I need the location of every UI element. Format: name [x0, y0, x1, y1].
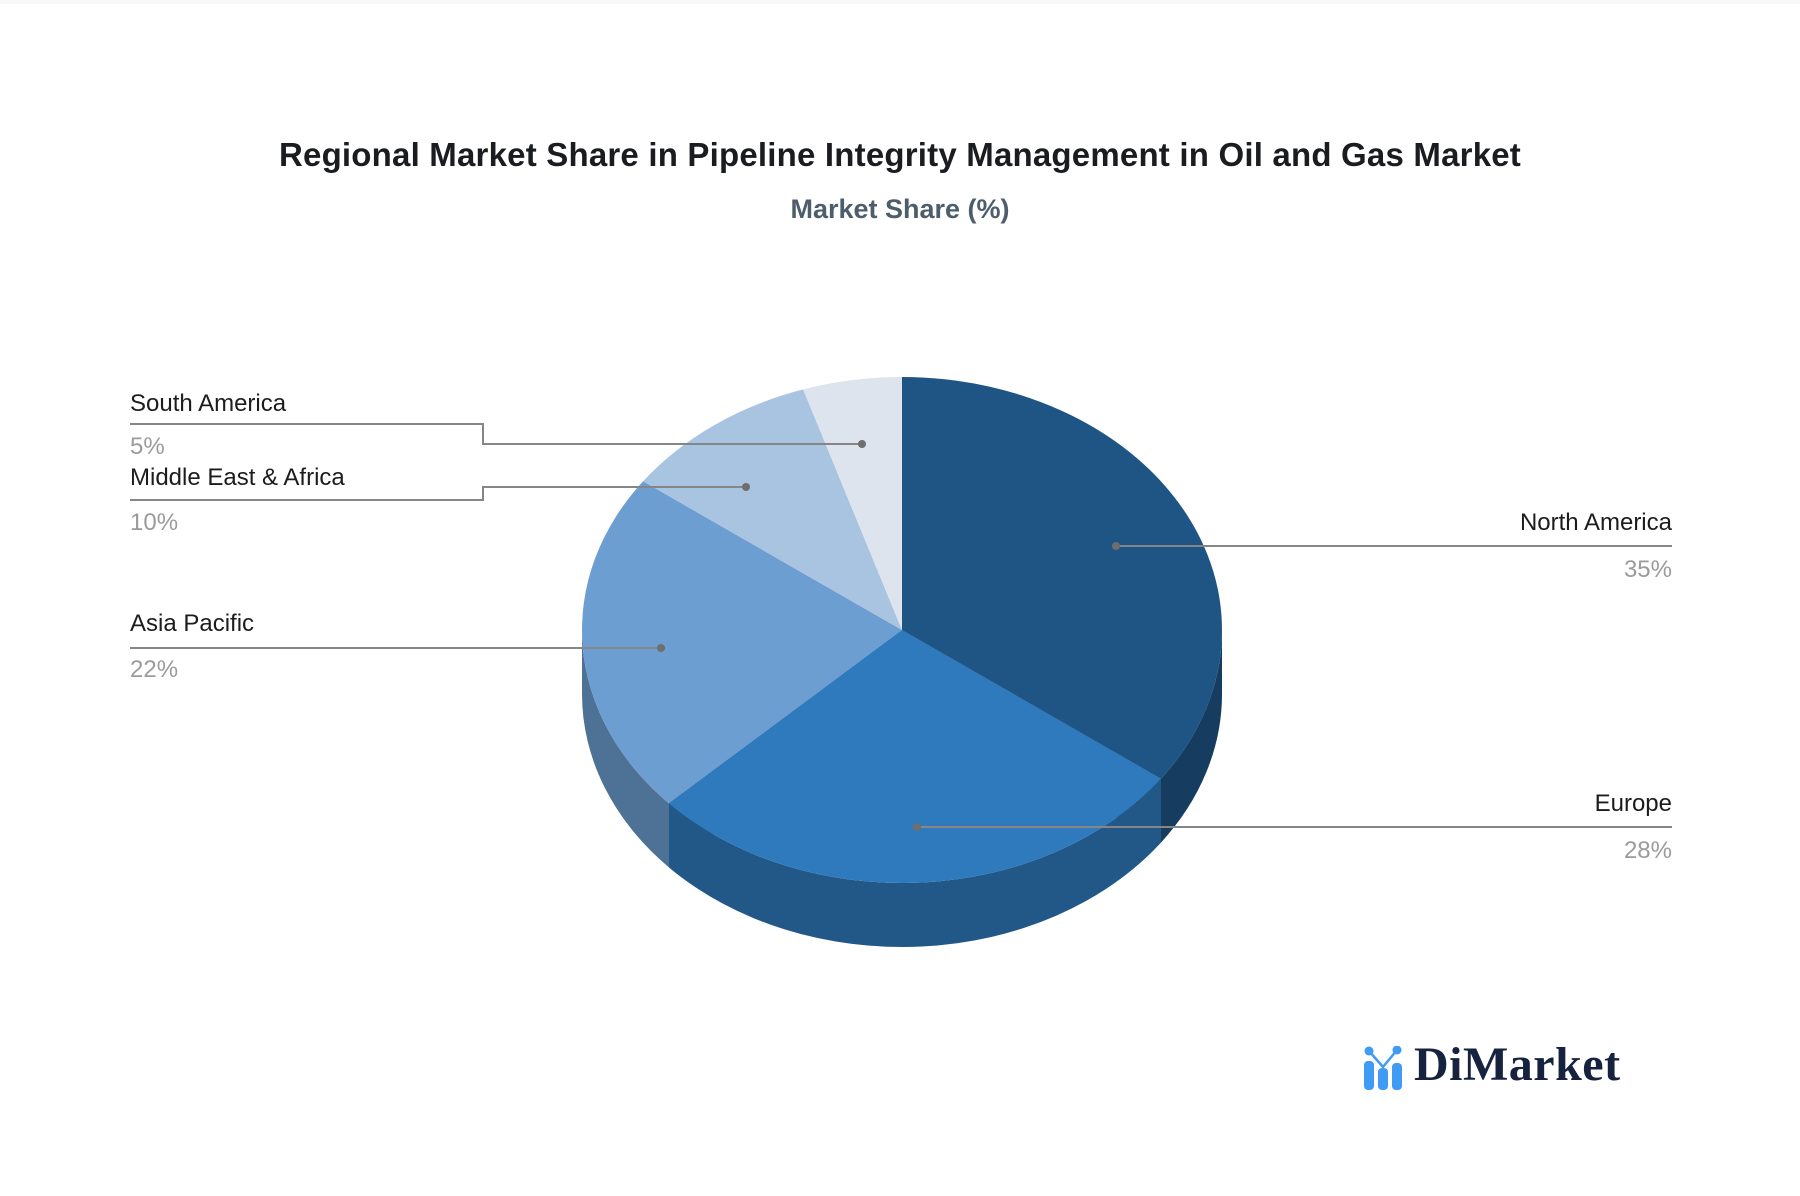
- callout-label-europe: Europe: [1594, 790, 1672, 817]
- leader-line-south-america: [130, 423, 862, 445]
- leader-line-middle-east-africa: [130, 486, 746, 501]
- chart-subtitle: Market Share (%): [790, 194, 1010, 224]
- callout-label-south-america: South America: [130, 390, 287, 417]
- dimarket-logo[interactable]: DiMarket: [1362, 1040, 1621, 1090]
- callout-label-asia-pacific: Asia Pacific: [130, 610, 255, 637]
- callout-label-north-america: North America: [1519, 509, 1672, 536]
- callout-pct-north-america: 35%: [1623, 556, 1672, 583]
- callout-pct-middle-east-africa: 10%: [130, 509, 179, 536]
- leader-dot-south-america: [858, 440, 866, 448]
- leader-dot-north-america: [1112, 542, 1120, 550]
- leader-dot-europe: [913, 823, 921, 831]
- top-strip: [0, 0, 1800, 4]
- callout-pct-europe: 28%: [1623, 837, 1672, 864]
- callout-pct-south-america: 5%: [130, 433, 165, 460]
- pie-slice-europe-side: [668, 778, 1161, 947]
- pie-slice-north-america-side: [1160, 630, 1222, 843]
- chart-title: Regional Market Share in Pipeline Integr…: [278, 136, 1521, 173]
- pie-slice-middle-east-africa[interactable]: [643, 389, 902, 630]
- callout-pct-asia-pacific: 22%: [130, 656, 179, 683]
- pie-slice-europe[interactable]: [668, 630, 1161, 884]
- pie-slice-asia-pacific[interactable]: [581, 481, 902, 804]
- callout-label-middle-east-africa: Middle East & Africa: [130, 464, 345, 491]
- leader-dot-asia-pacific: [657, 644, 665, 652]
- pie-slice-asia-pacific-side: [582, 630, 669, 868]
- mini-bar-line-chart-icon: [1364, 1046, 1402, 1090]
- pie-slice-north-america[interactable]: [902, 377, 1223, 779]
- logo-wordmark: DiMarket: [1414, 1038, 1621, 1091]
- pie-slice-south-america[interactable]: [803, 377, 902, 630]
- leader-dot-middle-east-africa: [742, 483, 750, 491]
